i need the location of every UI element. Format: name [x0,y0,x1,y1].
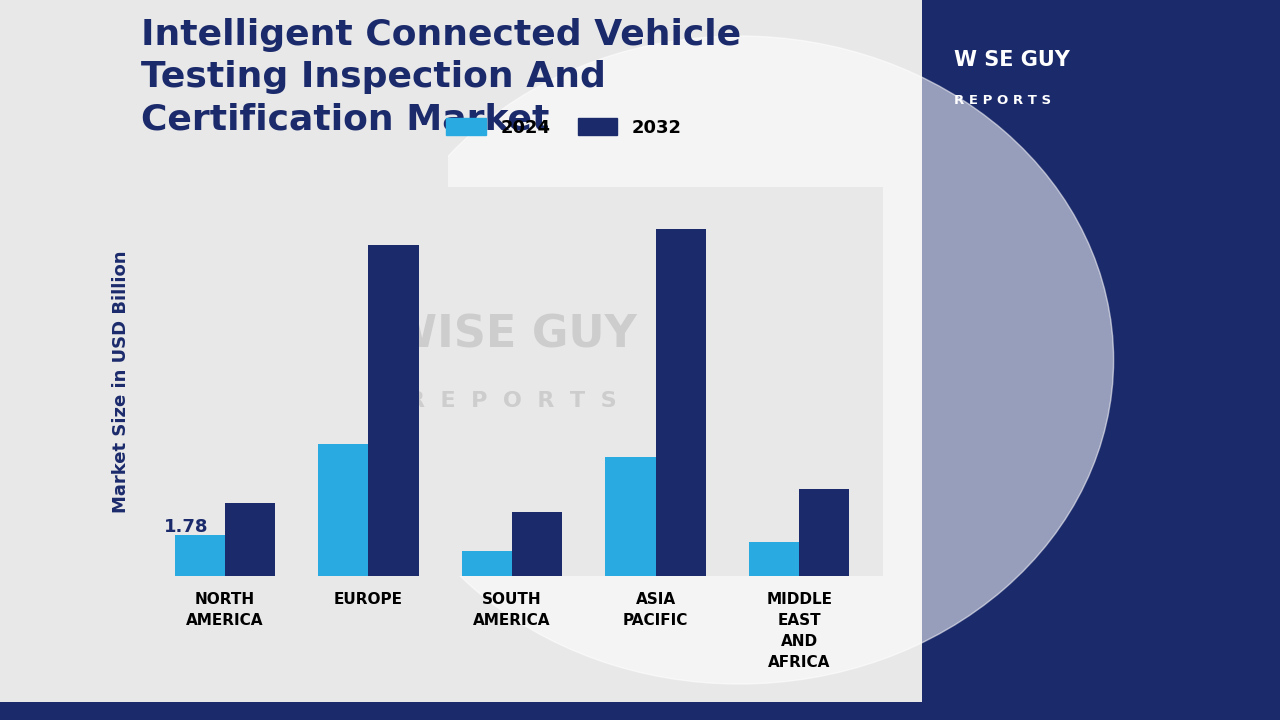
Bar [749,541,799,576]
Bar [462,551,512,576]
Bar [605,457,655,576]
Legend: 2024, 2032: 2024, 2032 [439,111,689,144]
Text: R E P O R T S: R E P O R T S [954,94,1051,107]
Text: 1.78: 1.78 [164,518,209,536]
Bar [225,503,275,576]
Bar [799,489,850,576]
Text: Intelligent Connected Vehicle
Testing Inspection And
Certification Market: Intelligent Connected Vehicle Testing In… [141,18,741,136]
Text: R  E  P  O  R  T  S: R E P O R T S [408,391,616,411]
Circle shape [365,36,1114,684]
Bar [512,512,562,576]
Text: WISE GUY: WISE GUY [388,313,636,356]
Bar [369,245,419,576]
Text: W SE GUY: W SE GUY [954,50,1070,71]
Bar [319,444,369,576]
Bar [174,536,225,576]
Bar [655,229,705,576]
Y-axis label: Market Size in USD Billion: Market Size in USD Billion [111,251,129,513]
